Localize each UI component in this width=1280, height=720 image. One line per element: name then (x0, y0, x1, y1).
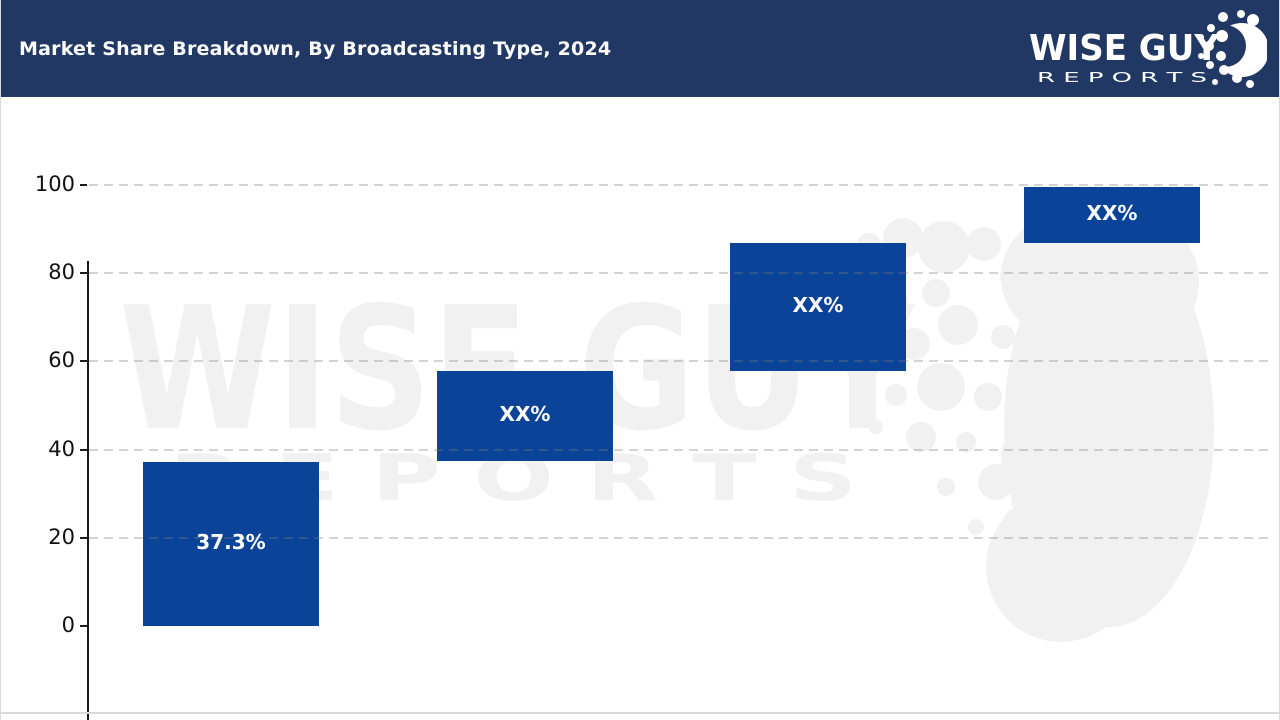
y-tick-label: 80 (48, 260, 75, 285)
y-tick-mark (80, 448, 87, 451)
y-tick-mark (80, 272, 87, 275)
y-tick-label: 0 (61, 613, 75, 637)
watermark-face-notches (1206, 317, 1272, 517)
gridline-y60 (89, 360, 1271, 363)
gridline-y40 (89, 448, 1271, 451)
footer-divider (1, 712, 1279, 714)
page-title: Market Share Breakdown, By Broadcasting … (19, 37, 612, 60)
gridline-y80 (89, 272, 1271, 275)
watermark-head-icon (857, 212, 1214, 642)
bar-value-label: XX% (1086, 200, 1138, 225)
logo-wordmark: WISE GUY (1029, 28, 1220, 69)
y-tick-mark (80, 536, 87, 539)
y-tick-label: 20 (48, 524, 75, 549)
brand-logo: WISE GUY R E P O R T S (1029, 10, 1267, 88)
bar-value-label: XX% (499, 402, 551, 427)
bar-value-label: XX% (792, 292, 844, 317)
bar-segment (437, 371, 613, 462)
chart-area: WISE GUY R E P O R T S (1, 97, 1279, 720)
bar-segment (1024, 187, 1200, 243)
bar-segment (730, 242, 906, 372)
y-tick-mark (80, 184, 87, 186)
y-tick-label: 100 (34, 172, 75, 196)
gridline-y20 (89, 536, 1271, 539)
y-tick-label: 40 (48, 436, 75, 461)
wiseguy-head-icon (1198, 10, 1267, 88)
bar-value-label: 37.3% (196, 529, 266, 554)
y-tick-mark (80, 625, 87, 627)
gridline-y100 (89, 184, 1271, 186)
logo-subtitle: R E P O R T S (1037, 71, 1207, 86)
y-tick-label: 60 (48, 348, 75, 373)
bar-segment (143, 461, 319, 626)
header-bar: Market Share Breakdown, By Broadcasting … (1, 0, 1279, 97)
y-axis-line (87, 261, 89, 720)
y-tick-mark (80, 360, 87, 363)
